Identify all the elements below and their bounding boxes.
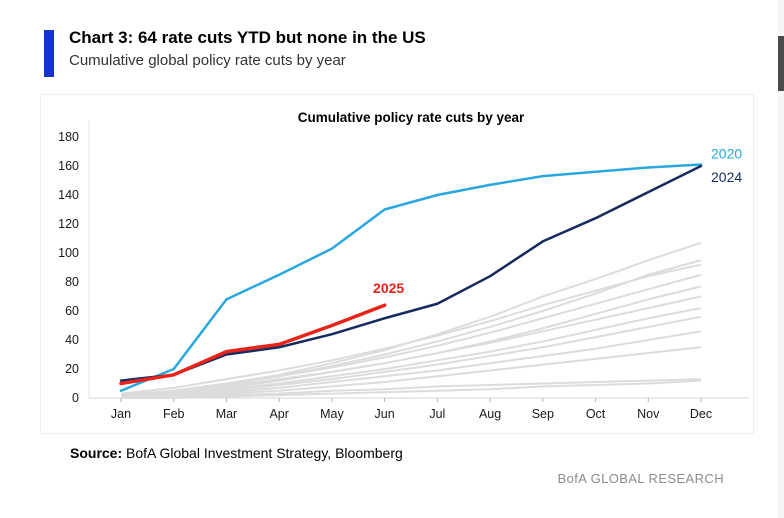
x-tick-label: Aug bbox=[479, 407, 501, 421]
x-tick-label: Oct bbox=[586, 407, 606, 421]
y-tick-label: 0 bbox=[72, 391, 79, 405]
y-tick-label: 80 bbox=[65, 275, 79, 289]
series-label-2024: 2024 bbox=[711, 169, 742, 185]
x-tick-label: May bbox=[320, 407, 344, 421]
y-tick-label: 140 bbox=[58, 188, 79, 202]
series-label-2020: 2020 bbox=[711, 146, 742, 162]
background-line bbox=[120, 378, 702, 399]
chart-title: Cumulative policy rate cuts by year bbox=[298, 110, 525, 125]
x-tick-label: Mar bbox=[216, 407, 238, 421]
y-tick-label: 180 bbox=[58, 130, 79, 144]
series-line-2024 bbox=[119, 164, 703, 382]
series-line-2020 bbox=[119, 163, 703, 392]
y-tick-label: 120 bbox=[58, 217, 79, 231]
x-tick-label: Jul bbox=[429, 407, 445, 421]
x-tick-label: Feb bbox=[163, 407, 185, 421]
source-label: Source: bbox=[70, 445, 123, 461]
scrollbar-thumb[interactable] bbox=[778, 36, 784, 91]
chart-header: Chart 3: 64 rate cuts YTD but none in th… bbox=[44, 27, 426, 77]
page-title: Chart 3: 64 rate cuts YTD but none in th… bbox=[69, 28, 426, 47]
background-line bbox=[121, 379, 702, 399]
x-tick-label: Sep bbox=[532, 407, 554, 421]
background-line bbox=[120, 263, 702, 395]
accent-bar bbox=[44, 30, 54, 77]
background-line bbox=[120, 307, 702, 398]
line-chart: 0 20 40 60 80 100 120 140 160 180 Jan Feb Mar Apr May J… bbox=[58, 110, 749, 421]
scrollbar-track[interactable] bbox=[778, 0, 784, 518]
y-tick-label: 100 bbox=[58, 246, 79, 260]
brand-footer: BofA GLOBAL RESEARCH bbox=[557, 471, 724, 486]
source-line: Source: BofA Global Investment Strategy,… bbox=[70, 445, 403, 461]
background-line bbox=[120, 241, 702, 397]
x-tick-label: Jun bbox=[375, 407, 395, 421]
chart-panel: 0 20 40 60 80 100 120 140 160 180 Jan Feb Mar Apr May J… bbox=[40, 94, 754, 434]
y-tick-label: 20 bbox=[65, 362, 79, 376]
series-line-2025 bbox=[119, 303, 387, 386]
x-tick-label: Apr bbox=[269, 407, 288, 421]
background-line bbox=[120, 315, 702, 398]
background-line bbox=[120, 346, 702, 399]
background-line bbox=[120, 273, 702, 397]
x-tick-label: Jan bbox=[111, 407, 131, 421]
background-line bbox=[120, 330, 702, 399]
background-line bbox=[120, 259, 702, 398]
source-text: BofA Global Investment Strategy, Bloombe… bbox=[122, 445, 403, 461]
page-subtitle: Cumulative global policy rate cuts by ye… bbox=[69, 52, 346, 70]
background-line bbox=[120, 295, 702, 397]
x-tick-label: Nov bbox=[637, 407, 660, 421]
y-tick-label: 60 bbox=[65, 304, 79, 318]
header-text: Chart 3: 64 rate cuts YTD but none in th… bbox=[69, 27, 426, 70]
x-tick-label: Dec bbox=[690, 407, 712, 421]
series-label-2025: 2025 bbox=[373, 280, 404, 296]
y-tick-label: 40 bbox=[65, 333, 79, 347]
y-tick-label: 160 bbox=[58, 159, 79, 173]
